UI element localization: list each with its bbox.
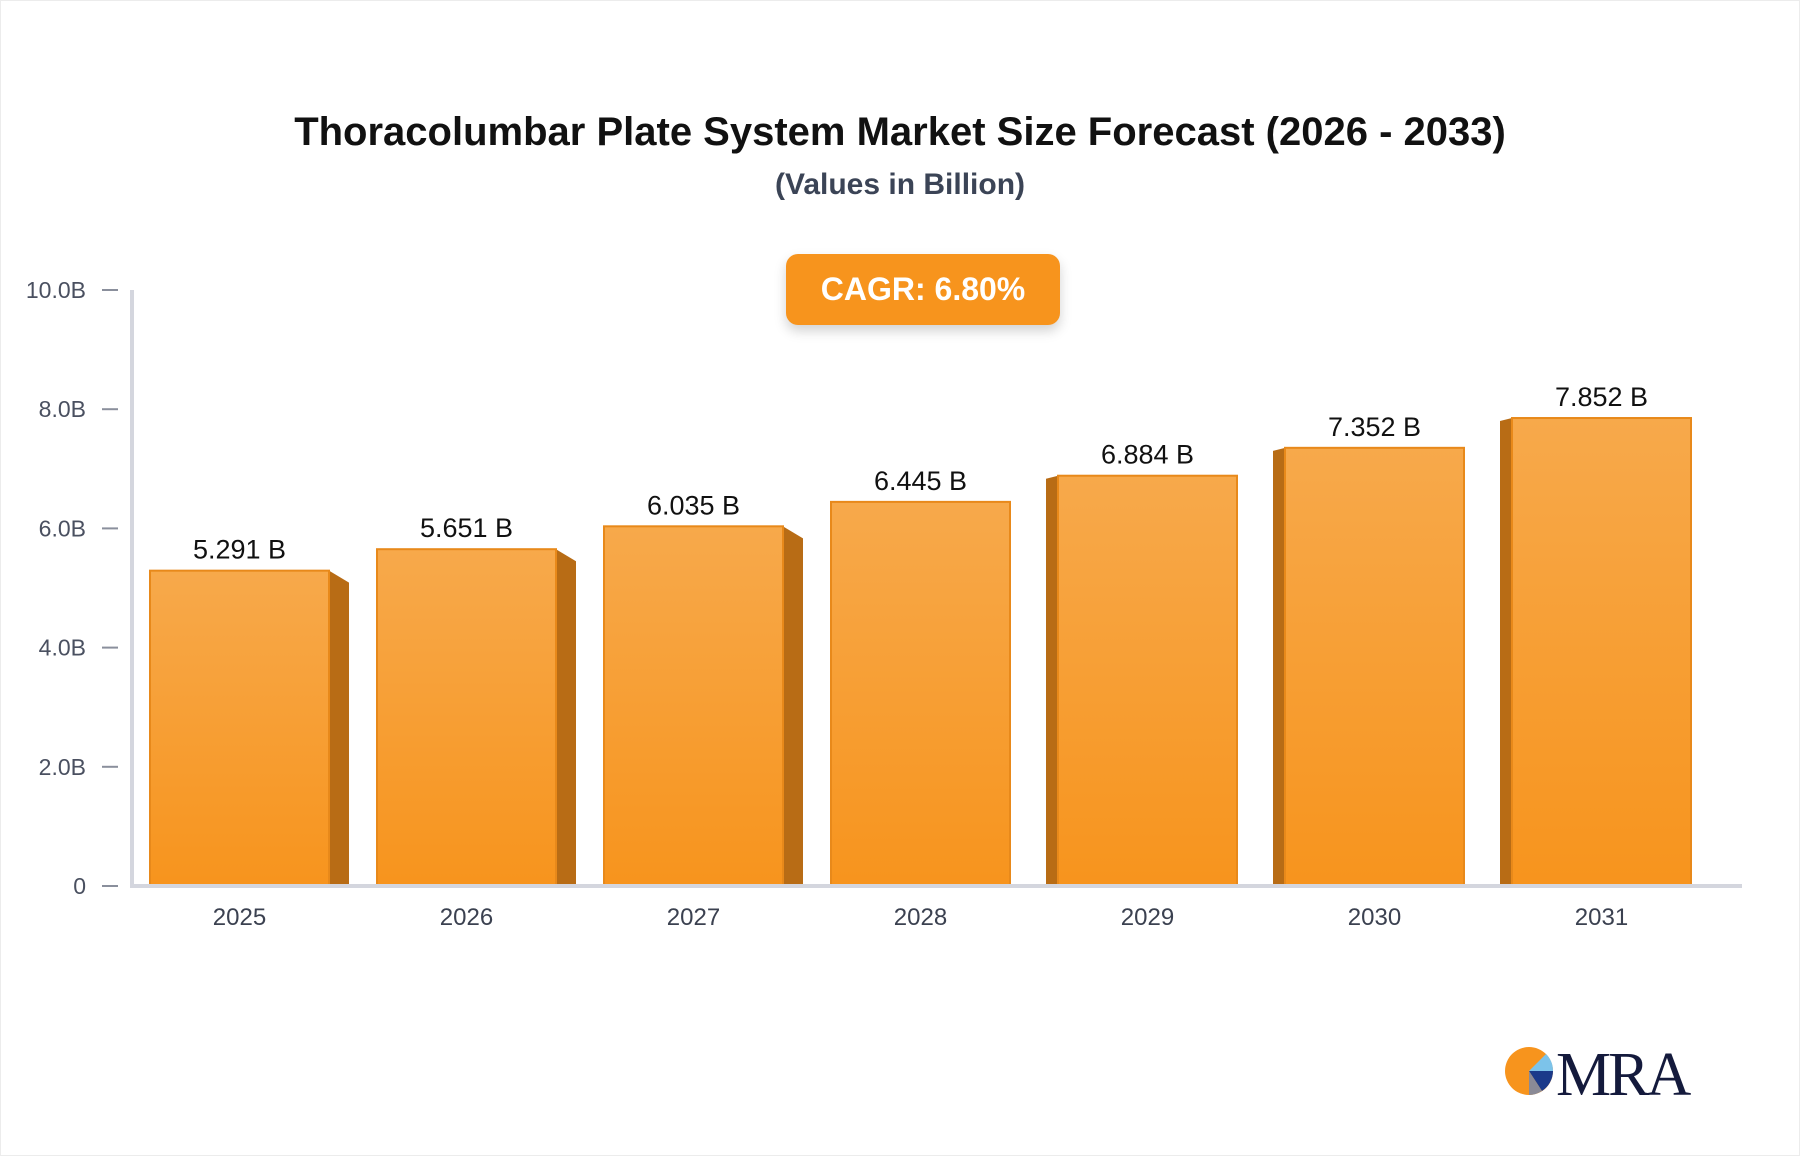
y-tick-label: 8.0B <box>39 396 86 422</box>
bar-side <box>329 570 349 886</box>
chart-title: Thoracolumbar Plate System Market Size F… <box>294 110 1506 154</box>
data-label: 6.884 B <box>1101 440 1194 470</box>
bar <box>830 500 1011 887</box>
y-tick-label: 2.0B <box>39 754 86 780</box>
x-tick-label: 2025 <box>213 904 266 931</box>
y-tick-label: 4.0B <box>39 635 86 661</box>
x-tick-label: 2031 <box>1575 904 1628 931</box>
bar-side <box>1500 418 1512 886</box>
y-tick-label: 0 <box>73 873 86 899</box>
y-tick-label: 10.0B <box>26 277 86 303</box>
data-label: 7.352 B <box>1328 412 1421 442</box>
bar-side <box>1273 447 1285 886</box>
mra-logo-icon: MRA <box>1505 1041 1694 1100</box>
data-label: 5.291 B <box>193 535 286 565</box>
data-label: 6.035 B <box>647 490 740 520</box>
data-label: 5.651 B <box>420 513 513 543</box>
data-label: 6.445 B <box>874 466 967 496</box>
x-tick-label: 2026 <box>440 904 493 931</box>
x-tick-label: 2029 <box>1121 904 1174 931</box>
bar <box>1284 446 1465 887</box>
data-label: 7.852 B <box>1555 382 1648 412</box>
mra-logo: MRA <box>1504 1040 1694 1100</box>
bar <box>1057 474 1238 887</box>
bar-side <box>1046 475 1058 886</box>
x-tick-label: 2027 <box>667 904 720 931</box>
bar <box>149 569 330 887</box>
bar-side <box>783 526 803 886</box>
cagr-badge: CAGR: 6.80% <box>786 254 1060 325</box>
bar <box>603 525 784 888</box>
x-tick-label: 2028 <box>894 904 947 931</box>
x-tick-label: 2030 <box>1348 904 1401 931</box>
svg-text:MRA: MRA <box>1556 1041 1691 1100</box>
chart-subtitle: (Values in Billion) <box>774 168 1026 201</box>
bar <box>376 548 557 887</box>
bar-side <box>556 549 576 886</box>
y-tick-label: 6.0B <box>39 515 86 541</box>
bar <box>1511 417 1692 887</box>
